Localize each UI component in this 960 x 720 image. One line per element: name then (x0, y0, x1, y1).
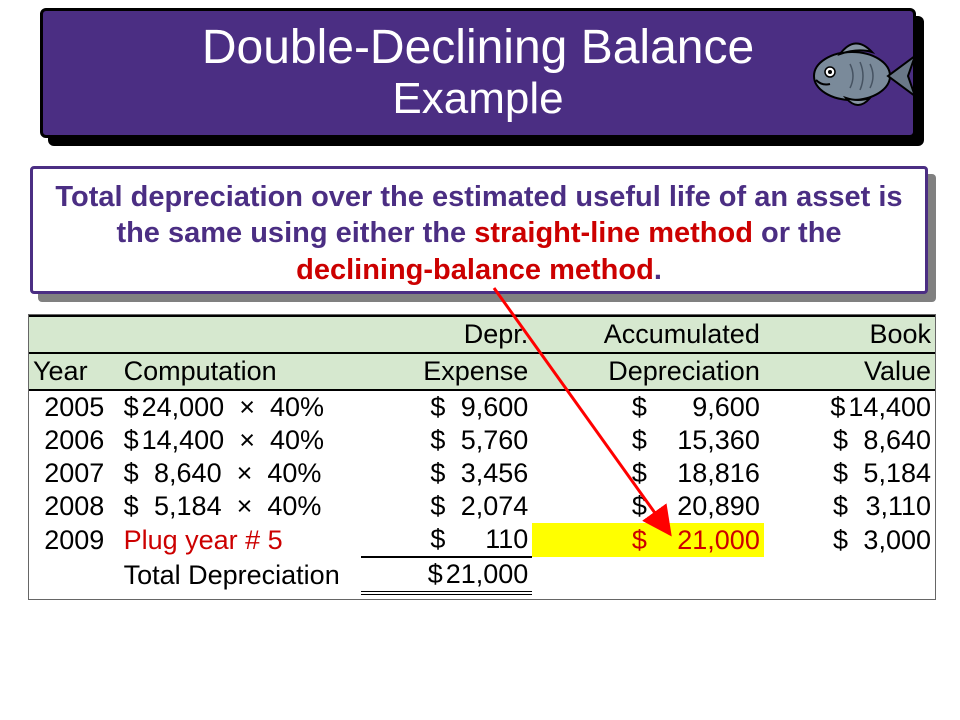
callout-box: Total depreciation over the estimated us… (30, 166, 928, 294)
header-row-2: Year Computation Expense Depreciation Va… (29, 353, 935, 390)
cell: $3,110 (764, 490, 935, 523)
cell-comp: $8,640 × 40% (120, 457, 362, 490)
callout-hl1: straight-line method (474, 217, 753, 249)
cell-total-label: Total Depreciation (120, 557, 362, 593)
cell-comp: $24,000 × 40% (120, 390, 362, 424)
head-book1: Book (764, 316, 935, 353)
cell: $2,074 (361, 490, 532, 523)
cell: $21,000 (361, 557, 532, 593)
head-exp1: Depr. (361, 316, 532, 353)
table-row: 2007 $8,640 × 40% $3,456 $18,816 $5,184 (29, 457, 935, 490)
cell: $8,640 (764, 424, 935, 457)
table-row: 2005 $24,000 × 40% $9,600 $9,600 $14,400 (29, 390, 935, 424)
cell: $9,600 (532, 390, 764, 424)
cell-plug-label: Plug year # 5 (120, 523, 362, 557)
cell: $14,400 (764, 390, 935, 424)
title-line2: Example (43, 75, 913, 123)
table-row-plug: 2009 Plug year # 5 $110 $21,000 $3,000 (29, 523, 935, 557)
head-exp2: Expense (361, 353, 532, 390)
cell-year: 2009 (29, 523, 120, 557)
cell-year: 2007 (29, 457, 120, 490)
cell: $15,360 (532, 424, 764, 457)
table-row-total: Total Depreciation $21,000 (29, 557, 935, 593)
table-row: 2008 $5,184 × 40% $2,074 $20,890 $3,110 (29, 490, 935, 523)
cell-comp: $14,400 × 40% (120, 424, 362, 457)
callout-hl2: declining-balance method (296, 254, 654, 286)
depreciation-table: Depr. Accumulated Book Year Computation … (28, 314, 936, 600)
title-line1: Double-Declining Balance (43, 22, 913, 75)
head-acc2: Depreciation (532, 353, 764, 390)
table-row: 2006 $14,400 × 40% $5,760 $15,360 $8,640 (29, 424, 935, 457)
cell-year: 2008 (29, 490, 120, 523)
cell: $9,600 (361, 390, 532, 424)
head-year: Year (29, 353, 120, 390)
cell: $5,184 (764, 457, 935, 490)
cell: $110 (361, 523, 532, 557)
cell: $5,760 (361, 424, 532, 457)
cell: $18,816 (532, 457, 764, 490)
fish-icon (800, 28, 920, 118)
header-row-1: Depr. Accumulated Book (29, 316, 935, 353)
cell-year: 2006 (29, 424, 120, 457)
cell: $20,890 (532, 490, 764, 523)
cell: $3,000 (764, 523, 935, 557)
cell-acc-highlight: $21,000 (532, 523, 764, 557)
callout-mid: or the (753, 217, 842, 249)
head-comp: Computation (120, 353, 362, 390)
head-acc1: Accumulated (532, 316, 764, 353)
callout-post: . (654, 254, 662, 286)
cell: $3,456 (361, 457, 532, 490)
head-book2: Value (764, 353, 935, 390)
title-box: Double-Declining Balance Example (40, 8, 916, 138)
table-row-rule (29, 593, 935, 599)
cell-comp: $5,184 × 40% (120, 490, 362, 523)
cell-year: 2005 (29, 390, 120, 424)
